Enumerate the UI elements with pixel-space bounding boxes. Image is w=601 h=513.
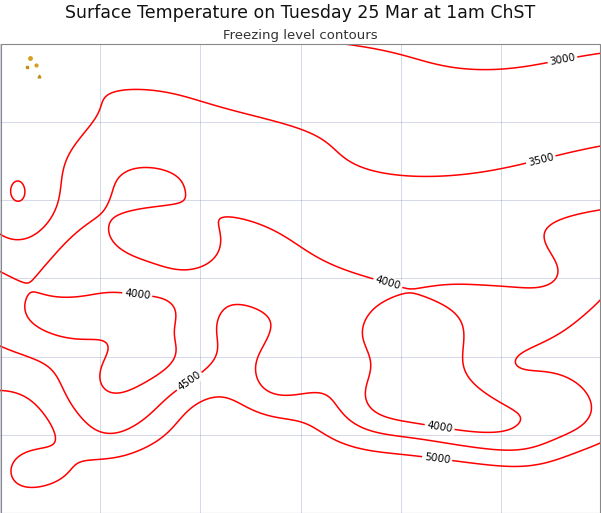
Text: Freezing level contours: Freezing level contours	[223, 29, 378, 42]
Text: Surface Temperature on Tuesday 25 Mar at 1am ChST: Surface Temperature on Tuesday 25 Mar at…	[66, 4, 535, 22]
Bar	[1, 44, 600, 512]
Text: 4000: 4000	[374, 274, 401, 292]
Text: 4000: 4000	[124, 288, 151, 301]
Text: 4000: 4000	[426, 420, 453, 434]
Text: 3000: 3000	[549, 52, 576, 67]
Text: 5000: 5000	[424, 452, 451, 465]
Text: 4500: 4500	[175, 370, 203, 393]
Text: 3500: 3500	[527, 151, 555, 168]
